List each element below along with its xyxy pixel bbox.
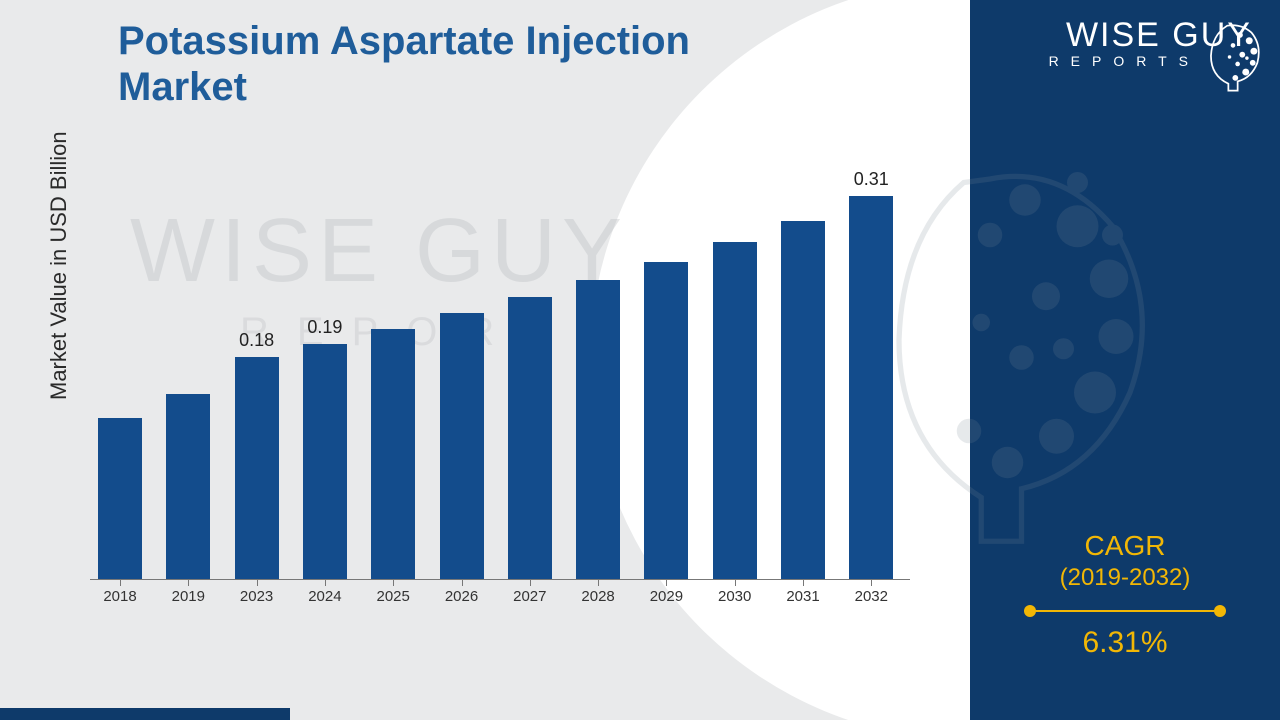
cagr-value: 6.31% xyxy=(1000,626,1250,660)
bar xyxy=(781,221,825,579)
bar xyxy=(508,297,552,579)
x-tick-mark xyxy=(530,580,531,586)
logo-head-icon xyxy=(1204,22,1262,92)
x-tick-label: 2026 xyxy=(432,588,492,605)
cagr-block: CAGR (2019-2032) 6.31% xyxy=(1000,530,1250,660)
x-tick-mark xyxy=(871,580,872,586)
cagr-label: CAGR xyxy=(1000,530,1250,562)
page-root: Potassium Aspartate Injection Market WIS… xyxy=(0,0,1280,720)
x-tick-mark xyxy=(735,580,736,586)
x-tick-label: 2023 xyxy=(227,588,287,605)
x-tick-label: 2032 xyxy=(841,588,901,605)
x-tick-mark xyxy=(666,580,667,586)
bar xyxy=(576,280,620,579)
x-tick-mark xyxy=(325,580,326,586)
y-axis-label: Market Value in USD Billion xyxy=(46,131,72,400)
x-tick-label: 2019 xyxy=(158,588,218,605)
x-tick-label: 2031 xyxy=(773,588,833,605)
x-tick-mark xyxy=(393,580,394,586)
bar-value-label: 0.19 xyxy=(295,317,355,338)
bar xyxy=(440,313,484,579)
x-tick-label: 2029 xyxy=(636,588,696,605)
bottom-accent-strip xyxy=(0,708,290,720)
bar xyxy=(371,329,415,579)
bar-value-label: 0.31 xyxy=(841,169,901,190)
bar xyxy=(166,394,210,579)
plot-area: 0.18 0.19 0.31 xyxy=(90,160,910,580)
x-tick-mark xyxy=(598,580,599,586)
x-tick-mark xyxy=(257,580,258,586)
x-tick-mark xyxy=(803,580,804,586)
bar-value-label: 0.18 xyxy=(227,330,287,351)
bar xyxy=(235,357,279,579)
bar xyxy=(849,196,893,579)
bar xyxy=(303,344,347,579)
brand-logo: WISE GUY REPORTS xyxy=(992,16,1252,69)
cagr-years: (2019-2032) xyxy=(1000,564,1250,592)
x-tick-mark xyxy=(462,580,463,586)
x-tick-label: 2025 xyxy=(363,588,423,605)
x-tick-label: 2018 xyxy=(90,588,150,605)
x-tick-mark xyxy=(188,580,189,586)
chart-title: Potassium Aspartate Injection Market xyxy=(118,18,758,110)
x-tick-label: 2030 xyxy=(705,588,765,605)
cagr-divider xyxy=(1030,610,1220,612)
x-tick-mark xyxy=(120,580,121,586)
bar xyxy=(98,418,142,579)
bar xyxy=(713,242,757,579)
x-tick-label: 2027 xyxy=(500,588,560,605)
x-tick-label: 2024 xyxy=(295,588,355,605)
bar-chart: 0.18 0.19 0.31 2018 2019 2023 2024 2025 2026 202… xyxy=(90,160,910,620)
bar xyxy=(644,262,688,579)
x-tick-label: 2028 xyxy=(568,588,628,605)
